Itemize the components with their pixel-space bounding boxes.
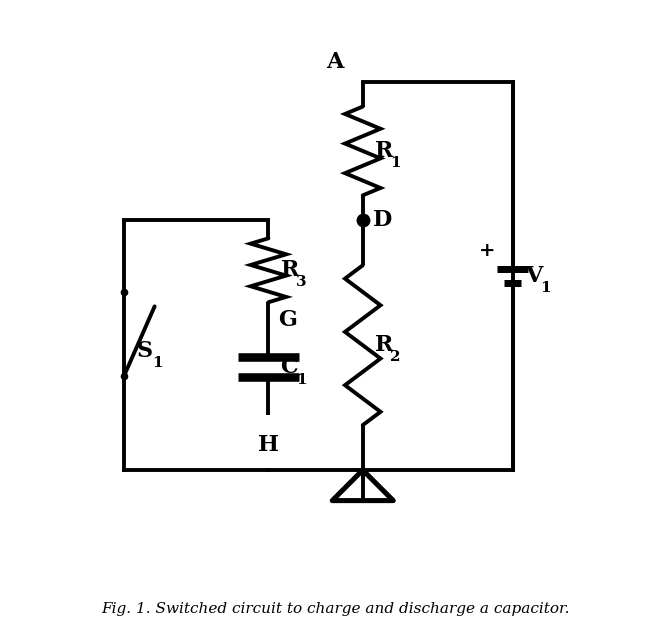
Text: G: G [279,309,297,331]
Text: V: V [525,265,542,287]
Text: A: A [326,52,343,73]
Text: R: R [375,140,393,162]
Text: R: R [375,334,393,356]
Text: 1: 1 [540,281,551,295]
Text: 1: 1 [296,372,307,387]
Text: 1: 1 [391,156,401,170]
Text: +: + [479,242,496,260]
Text: C: C [281,357,298,379]
Text: 3: 3 [296,276,307,289]
Text: H: H [258,434,279,456]
Text: S: S [136,340,153,362]
Text: 2: 2 [391,350,401,364]
Text: R: R [281,259,299,281]
Text: Fig. 1. Switched circuit to charge and discharge a capacitor.: Fig. 1. Switched circuit to charge and d… [100,603,570,616]
Text: 1: 1 [152,356,163,370]
Text: D: D [373,209,392,231]
